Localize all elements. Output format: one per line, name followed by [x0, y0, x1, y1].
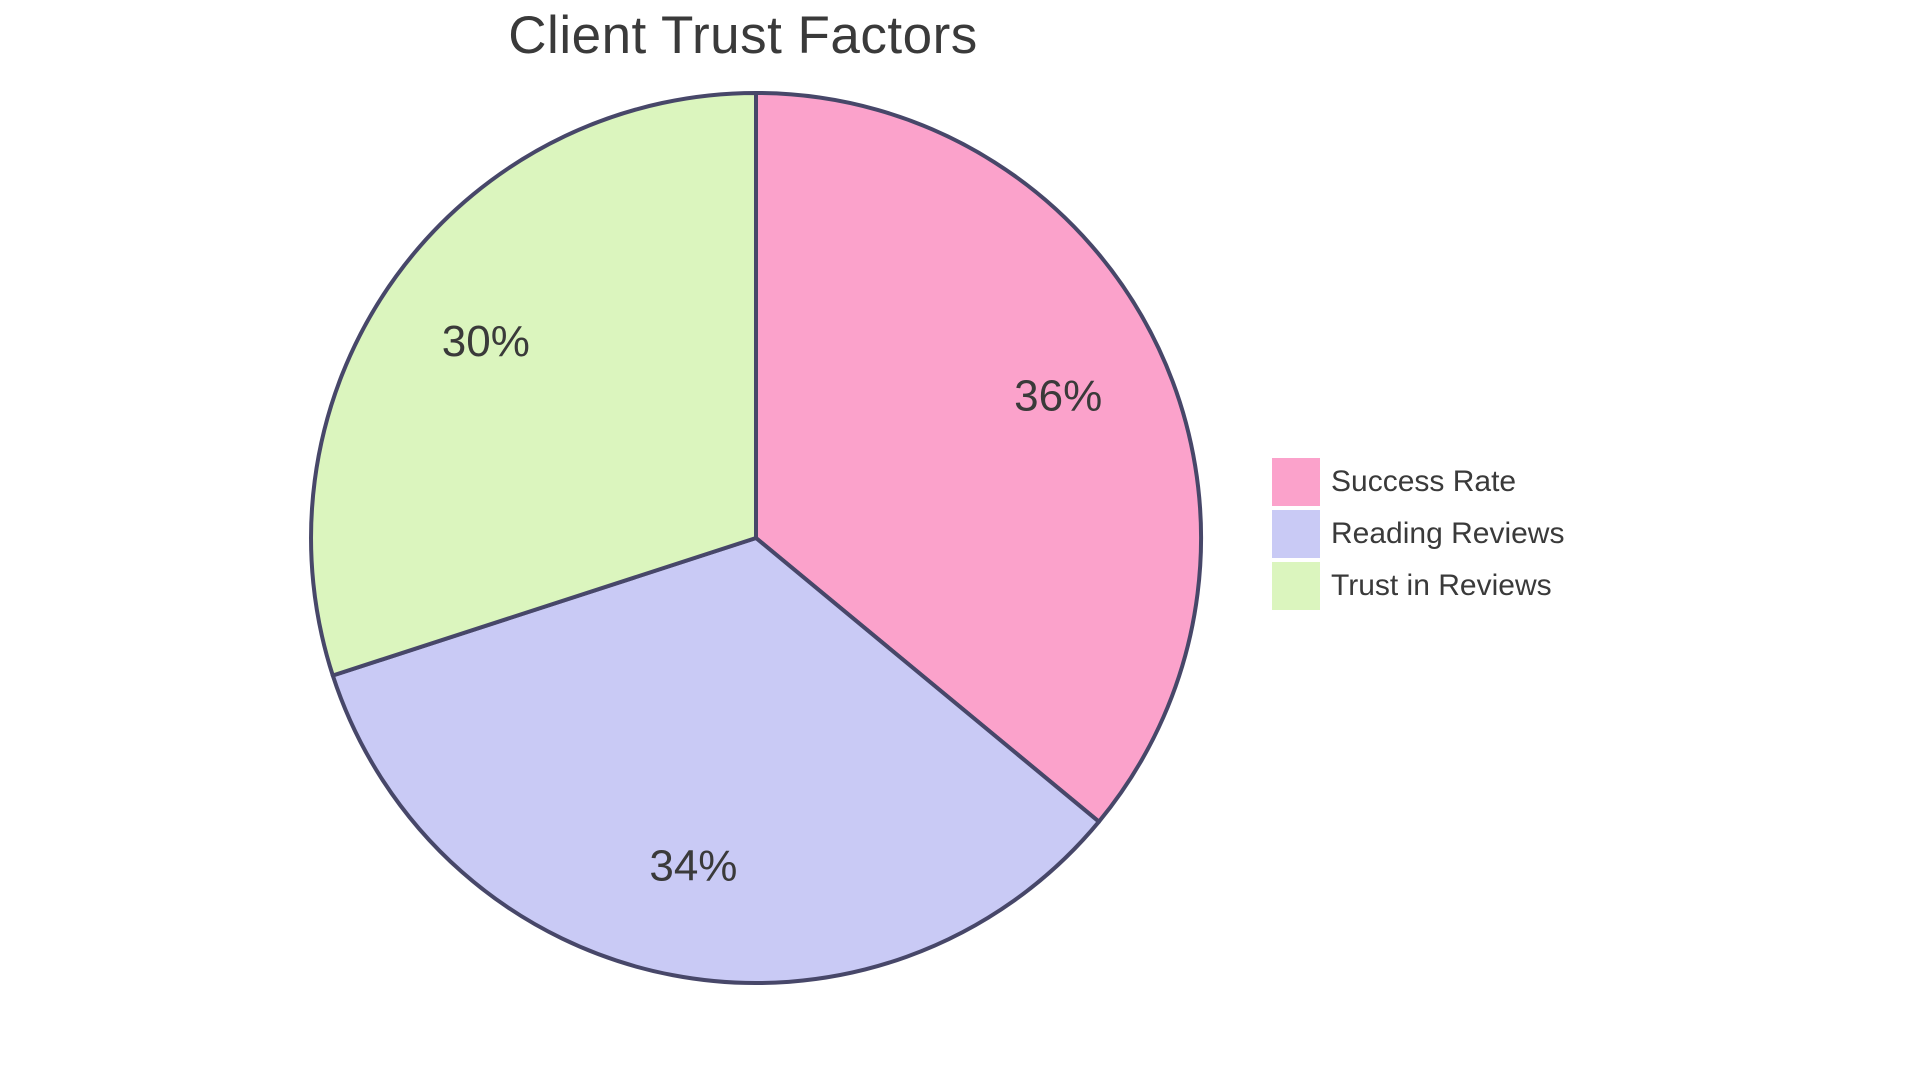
legend-label-reading-reviews: Reading Reviews [1331, 517, 1565, 550]
chart-title: Client Trust Factors [508, 6, 978, 65]
legend-item-success-rate[interactable]: Success Rate [1272, 458, 1564, 506]
slice-percentage-label-trust-in-reviews: 30% [442, 317, 530, 366]
pie-slice-trust-in-reviews[interactable] [309, 91, 758, 678]
legend-item-trust-in-reviews[interactable]: Trust in Reviews [1272, 562, 1564, 610]
legend: Success Rate Reading Reviews Trust in Re… [1272, 458, 1564, 610]
slice-percentage-label-reading-reviews: 34% [649, 842, 737, 891]
legend-swatch-reading-reviews [1272, 510, 1320, 558]
legend-swatch-trust-in-reviews [1272, 562, 1320, 610]
slice-percentage-label-success-rate: 36% [1014, 371, 1102, 420]
legend-item-reading-reviews[interactable]: Reading Reviews [1272, 510, 1564, 558]
legend-swatch-success-rate [1272, 458, 1320, 506]
pie-slice-reading-reviews[interactable] [330, 536, 1101, 985]
legend-label-trust-in-reviews: Trust in Reviews [1331, 569, 1552, 602]
legend-label-success-rate: Success Rate [1331, 465, 1517, 498]
pie-slice-success-rate[interactable] [754, 91, 1204, 824]
